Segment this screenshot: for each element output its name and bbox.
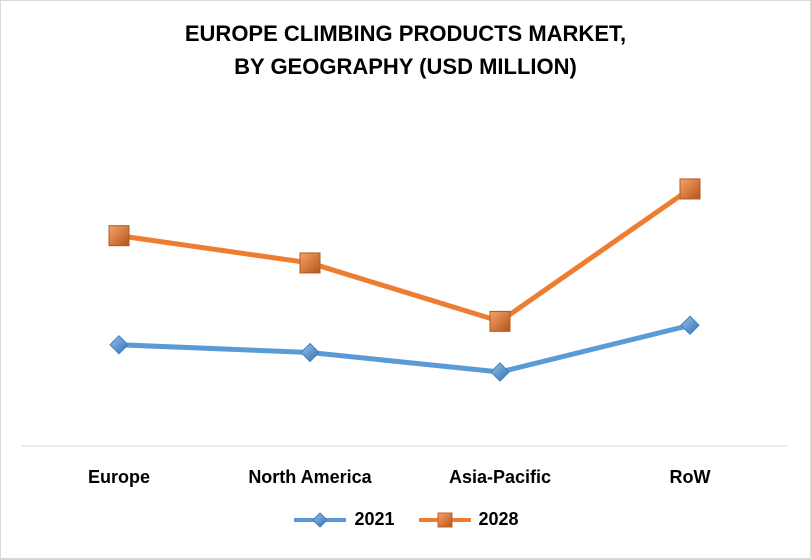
data-point-2021-asia-pacific <box>491 363 509 381</box>
legend-item-2028: 2028 <box>417 509 519 530</box>
data-point-2028-north-america <box>300 253 320 273</box>
legend-label-2028: 2028 <box>479 509 519 530</box>
series-line-2021 <box>119 325 690 372</box>
data-point-2021-europe <box>110 336 128 354</box>
data-point-2028-row <box>680 179 700 199</box>
legend: 2021 2028 <box>0 509 811 530</box>
x-tick-label: North America <box>248 467 372 487</box>
series-layer <box>109 179 700 381</box>
data-point-2021-row <box>681 316 699 334</box>
data-point-2028-asia-pacific <box>490 311 510 331</box>
x-tick-label: Europe <box>88 467 150 487</box>
series-2021 <box>110 316 699 381</box>
x-tick-label: Asia-Pacific <box>449 467 551 487</box>
legend-label-2021: 2021 <box>354 509 394 530</box>
data-point-2021-north-america <box>301 344 319 362</box>
legend-swatch-2021 <box>292 512 348 528</box>
series-line-2028 <box>119 189 690 321</box>
legend-swatch-2028 <box>417 512 473 528</box>
diamond-marker-icon <box>292 512 348 528</box>
x-tick-label: RoW <box>670 467 711 487</box>
square-marker-icon <box>417 512 473 528</box>
data-point-2028-europe <box>109 226 129 246</box>
legend-item-2021: 2021 <box>292 509 394 530</box>
series-2028 <box>109 179 700 331</box>
category-labels: Europe North America Asia-Pacific RoW <box>88 467 711 487</box>
